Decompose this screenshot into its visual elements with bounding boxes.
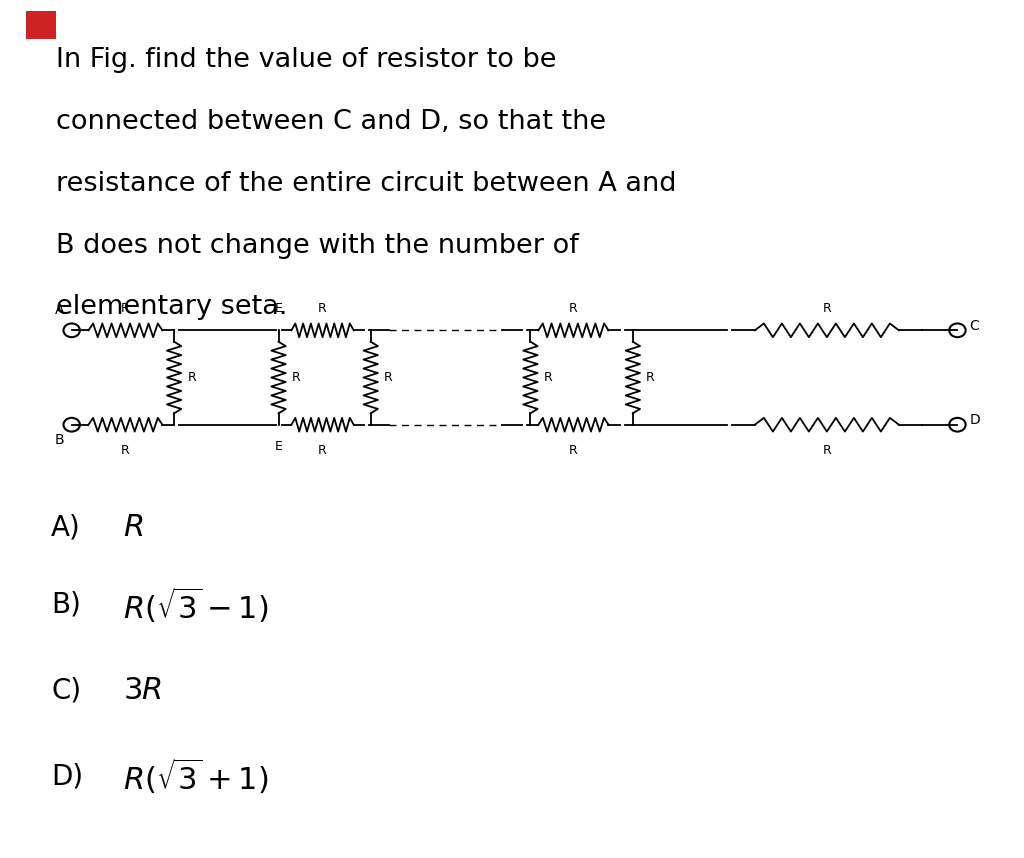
Text: R: R [384,371,393,384]
Text: resistance of the entire circuit between A and: resistance of the entire circuit between… [56,171,677,196]
Text: $R(\sqrt{3}-1)$: $R(\sqrt{3}-1)$ [123,585,268,625]
Text: C: C [970,319,980,333]
Text: R: R [822,444,831,456]
Text: A: A [54,304,65,317]
Text: B): B) [51,591,81,619]
Text: $R(\sqrt{3}+1)$: $R(\sqrt{3}+1)$ [123,757,268,796]
Text: R: R [569,302,578,315]
Text: D): D) [51,763,83,790]
Text: In Fig. find the value of resistor to be: In Fig. find the value of resistor to be [56,47,557,73]
Text: B: B [54,433,65,447]
Text: C): C) [51,677,81,704]
Text: E: E [274,302,283,315]
Text: A): A) [51,514,81,541]
Text: $R$: $R$ [123,513,143,542]
Text: R: R [318,444,327,456]
FancyBboxPatch shape [26,11,56,39]
Text: R: R [121,444,130,456]
Text: R: R [187,371,197,384]
Text: R: R [544,371,553,384]
Text: B does not change with the number of: B does not change with the number of [56,233,579,258]
Text: R: R [121,302,130,315]
Text: elementary seta.: elementary seta. [56,294,288,320]
Text: E: E [274,440,283,453]
Text: R: R [822,302,831,315]
Text: R: R [292,371,301,384]
Text: connected between C and D, so that the: connected between C and D, so that the [56,109,606,135]
Text: R: R [569,444,578,456]
Text: $3R$: $3R$ [123,676,162,705]
Text: R: R [646,371,655,384]
Text: R: R [318,302,327,315]
Text: D: D [970,414,980,427]
